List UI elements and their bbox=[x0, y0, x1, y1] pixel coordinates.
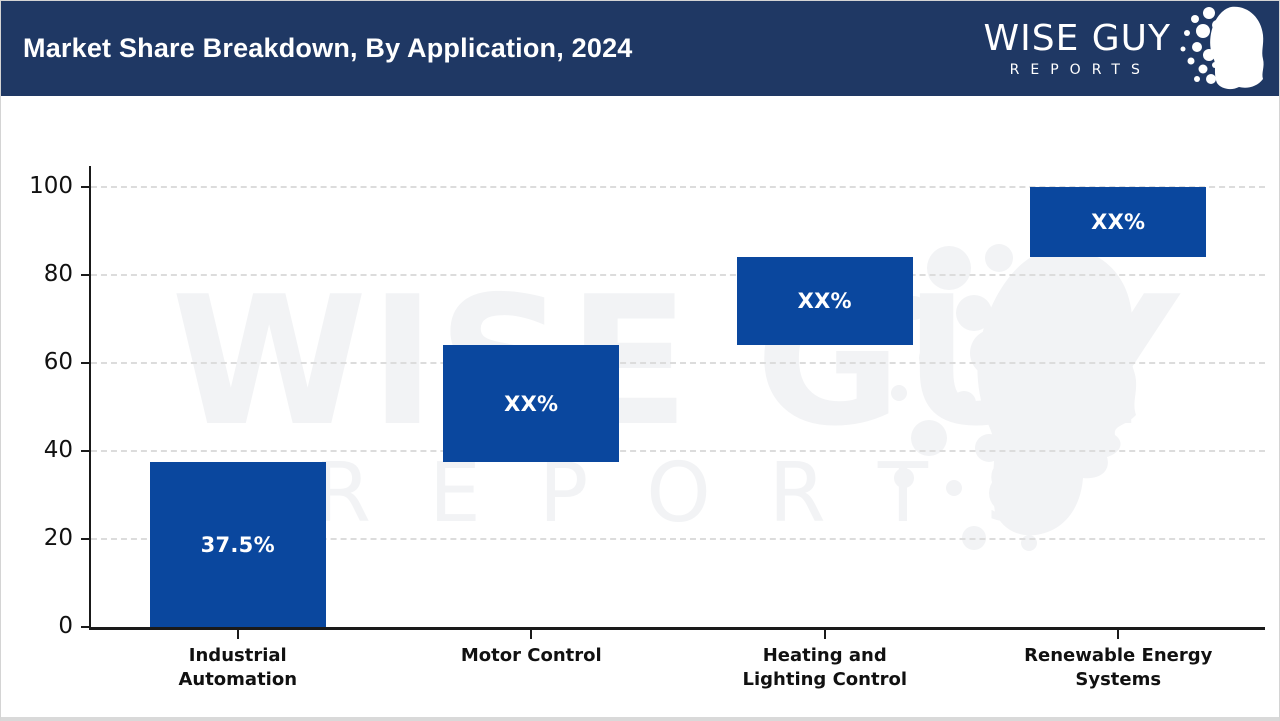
bar-value-label: 37.5% bbox=[200, 532, 275, 557]
y-axis-tick-label: 80 bbox=[43, 261, 73, 287]
gridline bbox=[91, 538, 1265, 540]
bar: XX% bbox=[1030, 187, 1207, 258]
logo-face-icon bbox=[1173, 3, 1265, 95]
x-axis-tick bbox=[236, 630, 239, 639]
watermark-text-line2: REPORTS bbox=[314, 446, 1096, 541]
brand-logo: WISE GUY REPORTS bbox=[984, 3, 1266, 95]
bar: 37.5% bbox=[149, 462, 326, 627]
plot-area: 0 20 40 60 80 100 37.5% XX% XX% XX% Industrial Auto… bbox=[29, 166, 1265, 690]
x-axis-tick-label: Motor Control bbox=[381, 644, 681, 668]
gridline bbox=[91, 186, 1265, 188]
x-axis-tick bbox=[530, 630, 533, 639]
header: Market Share Breakdown, By Application, … bbox=[1, 1, 1279, 96]
y-axis-tick-label: 20 bbox=[43, 525, 73, 551]
brand-sub-text: REPORTS bbox=[1009, 61, 1151, 78]
y-axis-tick bbox=[81, 274, 89, 276]
bar: XX% bbox=[443, 345, 620, 462]
x-axis-tick bbox=[1117, 630, 1120, 639]
bar-value-label: XX% bbox=[504, 391, 559, 416]
bar-value-label: XX% bbox=[797, 289, 852, 314]
page-title: Market Share Breakdown, By Application, … bbox=[23, 33, 633, 63]
y-axis-tick bbox=[81, 538, 89, 540]
y-axis-tick bbox=[81, 362, 89, 364]
gridline bbox=[91, 362, 1265, 364]
x-axis-tick bbox=[823, 630, 826, 639]
x-axis-tick-label-line: Motor Control bbox=[460, 645, 602, 666]
x-axis-tick-label: Renewable Energy Systems bbox=[968, 644, 1268, 693]
x-axis-tick-label-line: Lighting Control bbox=[742, 669, 908, 691]
y-axis-tick bbox=[81, 186, 89, 188]
bar-value-label: XX% bbox=[1091, 210, 1146, 235]
watermark-face-icon bbox=[870, 223, 1179, 577]
y-axis-tick-label: 0 bbox=[58, 613, 73, 639]
x-axis-tick-label: Industrial Automation bbox=[88, 644, 388, 693]
brand-name-text: WISE GUY bbox=[983, 17, 1171, 59]
y-axis-tick bbox=[81, 626, 89, 628]
x-axis-tick-label: Heating and Lighting Control bbox=[675, 644, 975, 693]
y-axis-tick-label: 40 bbox=[43, 437, 73, 463]
bar: XX% bbox=[736, 257, 913, 346]
y-axis-tick-label: 60 bbox=[43, 349, 73, 375]
x-axis-tick-label-line: Heating and bbox=[762, 645, 887, 666]
gridline bbox=[91, 274, 1265, 276]
y-axis-tick-label: 100 bbox=[29, 173, 73, 199]
gridline bbox=[91, 450, 1265, 452]
x-axis-tick-label-line: Industrial bbox=[188, 645, 287, 666]
y-axis-tick bbox=[81, 450, 89, 452]
x-axis-tick-label-line: Systems bbox=[1075, 669, 1162, 691]
x-axis-tick-label-line: Renewable Energy bbox=[1024, 645, 1213, 666]
brand-wordmark: WISE GUY REPORTS bbox=[983, 17, 1172, 78]
x-axis-tick-label-line: Automation bbox=[178, 669, 298, 691]
